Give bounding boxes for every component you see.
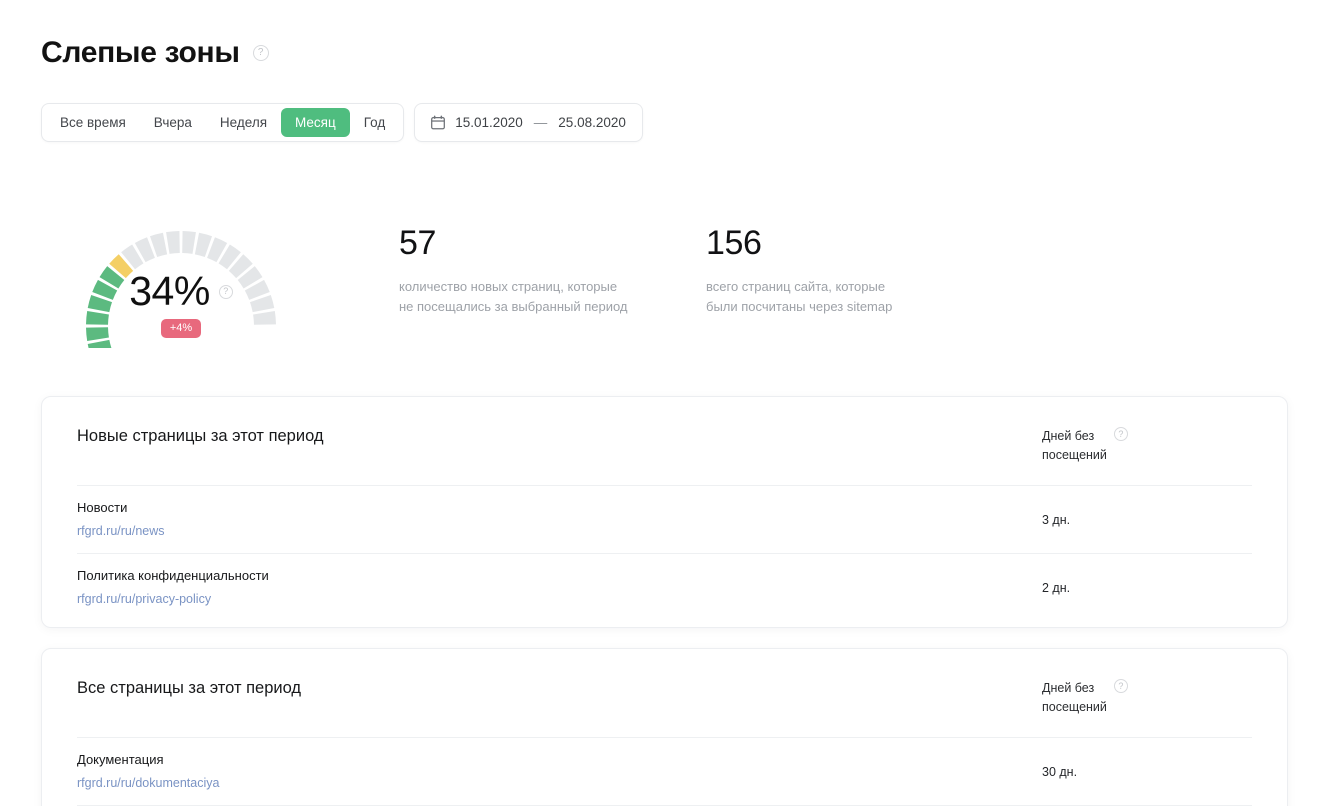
page-title: Слепые зоны (41, 36, 240, 69)
question-mark-icon[interactable]: ? (252, 44, 269, 61)
table-row[interactable]: Документация rfgrd.ru/ru/dokumentaciya 3… (42, 738, 1287, 805)
row-days-value: 2 дн. (1042, 580, 1071, 595)
gauge-segment (250, 294, 275, 313)
gauge-delta-badge: +4% (160, 319, 202, 339)
gauge-segment (121, 244, 144, 270)
period-segmented-control[interactable]: Все время Вчера Неделя Месяц Год (41, 103, 405, 142)
divider (77, 485, 1252, 486)
row-url-link[interactable]: rfgrd.ru/ru/privacy-policy (77, 592, 212, 607)
card-title: Новые страницы за этот период (77, 427, 324, 445)
row-content: Новости rfgrd.ru/ru/news (77, 500, 165, 540)
row-url-link[interactable]: rfgrd.ru/ru/dokumentaciya (77, 776, 220, 791)
page-header: Слепые зоны ? (41, 36, 269, 69)
divider (77, 737, 1252, 738)
filter-bar: Все время Вчера Неделя Месяц Год 15.01.2… (41, 103, 643, 142)
gauge-segment (87, 339, 112, 348)
stat-new-pages: 57 количество новых страниц, которые не … (399, 226, 628, 317)
gauge-segment (194, 232, 213, 257)
question-mark-icon[interactable]: ? (218, 284, 233, 299)
divider (77, 553, 1252, 554)
date-range-separator: — (533, 115, 548, 130)
column-header-days-without-visits: Дней без посещений ? (1042, 679, 1252, 718)
period-button-all-time[interactable]: Все время (46, 108, 140, 137)
card-header: Новые страницы за этот период Дней без п… (42, 397, 1287, 485)
row-title: Политика конфиденциальности (77, 567, 269, 583)
stat-total-pages-description: всего страниц сайта, которые были посчит… (706, 279, 893, 315)
period-button-month[interactable]: Месяц (281, 108, 350, 137)
gauge-segment (237, 266, 263, 289)
date-range-end: 25.08.2020 (558, 115, 626, 130)
gauge-segment (86, 311, 109, 325)
row-days-value: 3 дн. (1042, 512, 1071, 527)
gauge-segment (207, 237, 228, 263)
table-row[interactable]: Политика конфиденциальности rfgrd.ru/ru/… (42, 554, 1287, 621)
card-title: Все страницы за этот период (77, 679, 302, 697)
row-content: Политика конфиденциальности rfgrd.ru/ru/… (77, 568, 269, 608)
gauge-segment (134, 237, 155, 263)
column-header-label: Дней без посещений (1042, 681, 1107, 715)
gauge-percent-row: 34% ? (129, 271, 233, 312)
period-button-yesterday[interactable]: Вчера (140, 108, 206, 137)
gauge-segment (87, 294, 112, 313)
gauge-segment (182, 231, 196, 254)
gauge-segment (92, 279, 118, 300)
gauge-segment (149, 232, 168, 257)
stat-new-pages-value: 57 (399, 224, 437, 262)
stat-total-pages-value: 156 (706, 224, 762, 262)
gauge-arc (86, 231, 276, 348)
gauge-percent-value: 34% (129, 268, 210, 314)
gauge-segment (253, 311, 276, 325)
gauge-segment (86, 327, 109, 341)
column-header-days-without-visits: Дней без посещений ? (1042, 427, 1252, 466)
gauge-segment (218, 244, 241, 270)
blind-zone-gauge: 34% ? +4% (57, 178, 305, 348)
gauge-segment (166, 231, 180, 254)
card-header: Все страницы за этот период Дней без пос… (42, 649, 1287, 737)
gauge-segment (228, 254, 253, 279)
gauge-segment (244, 279, 270, 300)
question-mark-icon[interactable]: ? (1113, 427, 1128, 441)
column-header-label: Дней без посещений (1042, 429, 1107, 463)
gauge-segment (99, 266, 125, 289)
card-all-pages: Все страницы за этот период Дней без пос… (41, 648, 1288, 806)
calendar-icon (431, 115, 446, 130)
period-button-week[interactable]: Неделя (206, 108, 281, 137)
date-range-start: 15.01.2020 (455, 115, 523, 130)
row-title: Новости (77, 499, 128, 515)
card-new-pages: Новые страницы за этот период Дней без п… (41, 396, 1288, 628)
gauge-center-labels: 34% ? +4% (57, 271, 305, 339)
stat-total-pages: 156 всего страниц сайта, которые были по… (706, 226, 892, 317)
row-url-link[interactable]: rfgrd.ru/ru/news (77, 524, 165, 539)
question-mark-icon[interactable]: ? (1113, 679, 1128, 693)
gauge-segment (109, 254, 134, 279)
period-button-year[interactable]: Год (350, 108, 400, 137)
stat-new-pages-description: количество новых страниц, которые не пос… (399, 279, 628, 315)
summary-strip: 34% ? +4% 57 количество новых страниц, к… (0, 178, 1318, 358)
date-range-picker[interactable]: 15.01.2020 — 25.08.2020 (414, 103, 643, 142)
row-content: Документация rfgrd.ru/ru/dokumentaciya (77, 752, 219, 792)
row-title: Документация (77, 751, 164, 767)
row-days-value: 30 дн. (1042, 764, 1078, 779)
table-row[interactable]: Новости rfgrd.ru/ru/news 3 дн. (42, 486, 1287, 553)
